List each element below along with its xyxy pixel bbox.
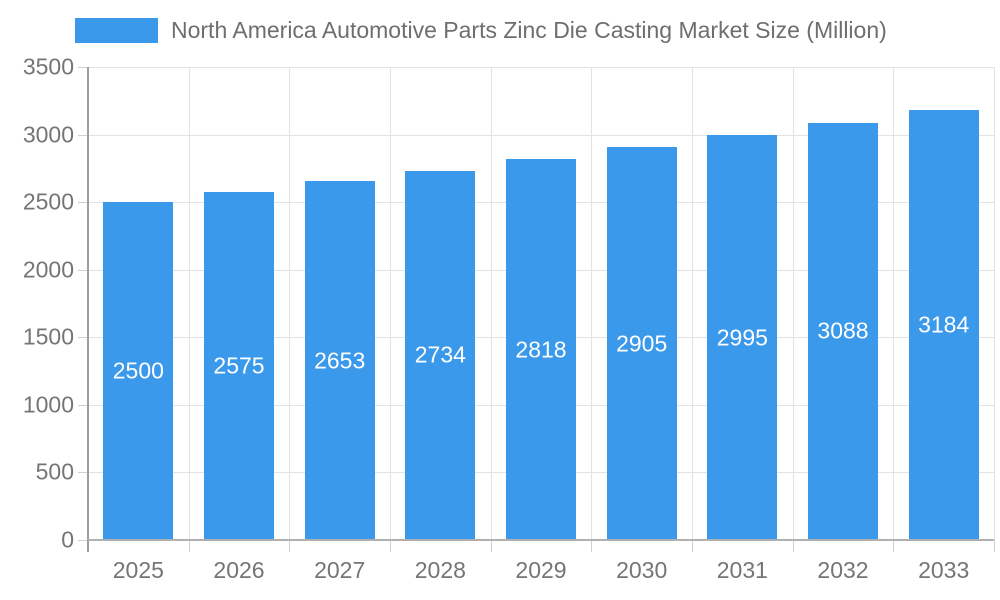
bar: 2818 [506,159,576,540]
gridline-vertical [390,67,391,540]
y-axis-tick [78,67,88,68]
gridline-vertical [591,67,593,540]
y-axis-tick-label: 2000 [22,256,74,283]
bar: 2575 [204,192,274,540]
y-axis-tick [78,202,88,204]
x-axis-tick-label: 2029 [515,557,567,583]
bar-value-label: 3088 [817,317,869,344]
x-axis-tick [188,540,190,552]
x-axis-tick [994,540,995,552]
bar-value-label: 3184 [918,311,970,338]
bar-value-label: 2653 [314,347,366,374]
x-axis-tick-label: 2033 [918,557,970,583]
gridline-vertical [188,67,190,540]
x-axis-tick-label: 2030 [616,557,668,583]
y-axis-tick-label: 1500 [22,323,74,350]
bar: 3088 [808,122,878,540]
legend-swatch[interactable] [75,17,158,43]
bar: 2905 [606,147,677,540]
gridline-horizontal [88,67,994,68]
bar: 2995 [707,135,778,540]
gridline-vertical [490,67,492,540]
x-axis-tick [289,540,291,552]
bar-value-label: 2905 [616,330,668,357]
gridline-vertical [994,67,995,540]
y-axis-tick-label: 3000 [22,121,74,148]
x-axis-tick [893,540,895,552]
y-axis-tick-label: 500 [35,458,74,485]
y-axis-tick-label: 2500 [22,188,74,215]
bar-value-label: 2734 [414,341,466,368]
gridline-vertical [289,67,291,540]
y-axis-tick [78,134,88,136]
y-axis-tick-label: 1000 [22,391,74,418]
x-axis-tick-label: 2025 [112,557,164,583]
y-axis-line [87,67,89,552]
y-axis-tick-label: 3500 [22,53,74,80]
bar: 3184 [908,109,979,540]
x-axis-tick-label: 2027 [314,557,366,583]
y-axis-tick [78,472,88,474]
x-axis-tick [490,540,492,552]
gridline-horizontal [88,134,994,136]
bar: 2500 [103,202,174,540]
x-axis-tick [591,540,593,552]
x-axis-tick [390,540,391,552]
x-axis-tick-label: 2032 [817,557,869,583]
legend[interactable]: North America Automotive Parts Zinc Die … [75,14,887,46]
y-axis-tick [78,269,88,271]
y-axis-tick [78,540,88,541]
gridline-vertical [692,67,693,540]
y-axis-tick [78,404,88,406]
bar-value-label: 2818 [515,336,567,363]
y-axis-tick-label: 0 [61,526,74,553]
bar-value-label: 2500 [112,357,164,384]
x-axis-tick [792,540,794,552]
bar-value-label: 2995 [716,324,768,351]
x-axis-tick-label: 2031 [716,557,768,583]
x-axis-line [88,539,994,541]
legend-label[interactable]: North America Automotive Parts Zinc Die … [171,16,887,43]
gridline-vertical [792,67,794,540]
x-axis-tick [692,540,693,552]
bar-value-label: 2575 [213,352,265,379]
bar: 2653 [304,181,375,540]
x-axis-tick-label: 2026 [213,557,265,583]
bar: 2734 [405,170,476,540]
plot-area: 0 500 1000 1500 2000 2500 3000 3500 2500 2025 2575… [23,54,995,583]
x-axis-tick-label: 2028 [414,557,466,583]
y-axis-tick [78,337,88,339]
gridline-vertical [893,67,895,540]
